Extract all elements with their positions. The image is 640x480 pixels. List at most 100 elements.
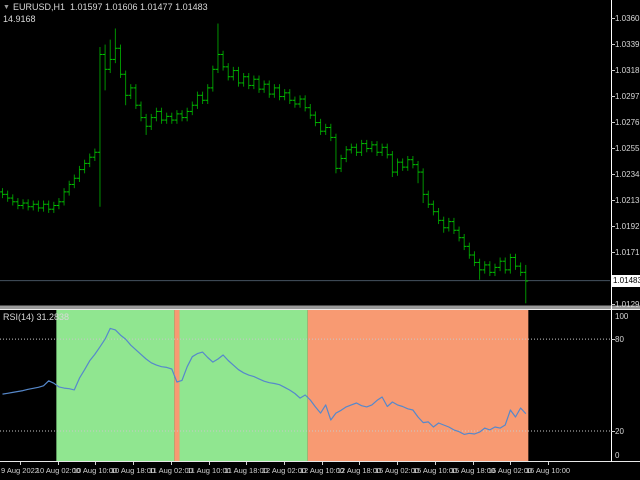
price-bar xyxy=(164,112,170,124)
price-bar xyxy=(487,261,493,277)
price-bar xyxy=(138,101,144,122)
price-axis-label: 1.02135 xyxy=(615,196,640,205)
price-bar xyxy=(477,258,482,280)
price-bar xyxy=(338,154,344,173)
price-bar xyxy=(51,201,57,213)
price-bar xyxy=(333,133,339,174)
price-bar xyxy=(236,66,241,87)
price-axis-tick xyxy=(611,148,615,149)
time-axis-tick xyxy=(58,462,59,465)
time-axis-tick xyxy=(284,462,285,465)
price-axis-label: 1.01715 xyxy=(615,248,640,257)
price-bar xyxy=(343,146,349,163)
price-bar xyxy=(210,65,216,92)
price-bar xyxy=(425,190,431,208)
rsi-axis-label: 20 xyxy=(615,427,624,436)
price-bar xyxy=(36,200,41,212)
price-axis-tick xyxy=(611,252,615,253)
price-bar xyxy=(502,257,508,274)
price-bar xyxy=(292,96,298,108)
time-axis-tick xyxy=(209,462,210,465)
price-bar xyxy=(15,198,21,210)
time-axis-label: 11 Aug 18:00 xyxy=(224,466,268,475)
price-bar xyxy=(159,107,164,124)
rsi-axis-tick xyxy=(611,431,615,432)
price-bar xyxy=(195,91,200,109)
price-bar xyxy=(492,263,498,277)
price-bar xyxy=(5,190,11,202)
price-bar xyxy=(215,23,221,74)
price-bar xyxy=(415,160,421,184)
price-bar xyxy=(143,113,149,135)
price-axis-tick xyxy=(611,44,615,45)
rsi-axis-label: 80 xyxy=(615,335,624,344)
price-bar xyxy=(66,180,72,196)
price-bar xyxy=(379,143,385,156)
rsi-signal-zone-green xyxy=(179,310,308,461)
price-bar xyxy=(25,199,31,211)
price-axis-tick xyxy=(611,226,615,227)
price-bar xyxy=(395,158,400,176)
price-bar xyxy=(266,80,272,98)
time-axis-label: 15 Aug 18:00 xyxy=(450,466,496,475)
rsi-axis-tick xyxy=(611,339,615,340)
price-bar xyxy=(271,84,277,98)
price-bar xyxy=(220,50,226,71)
price-axis-label: 1.03605 xyxy=(615,14,640,23)
price-bar xyxy=(405,155,411,171)
price-bar xyxy=(77,165,82,182)
rsi-line xyxy=(2,327,527,436)
price-bar xyxy=(112,28,118,64)
time-axis-label: 10 Aug 10:00 xyxy=(72,466,118,475)
chart-ohlc-header: ▼ EURUSD,H1 1.01597 1.01606 1.01477 1.014… xyxy=(3,2,208,12)
price-bar xyxy=(436,207,441,225)
time-axis-label: 10 Aug 18:00 xyxy=(110,466,156,475)
price-axis-tick xyxy=(611,122,615,123)
price-bar xyxy=(61,188,67,206)
main-price-chart-pane[interactable] xyxy=(0,0,611,305)
price-bar xyxy=(30,200,36,211)
price-bar xyxy=(364,139,370,153)
price-bar xyxy=(348,143,354,154)
price-axis-label: 1.01295 xyxy=(615,300,640,309)
time-axis-label: 16 Aug 10:00 xyxy=(525,466,571,475)
price-bar xyxy=(518,262,524,277)
time-axis-label: 15 Aug 10:00 xyxy=(412,466,458,475)
time-axis-label: 11 Aug 02:00 xyxy=(149,466,193,475)
price-bar xyxy=(107,39,113,74)
price-axis-label: 1.02345 xyxy=(615,170,640,179)
time-axis-tick xyxy=(473,462,474,465)
price-bar xyxy=(282,89,288,101)
price-bar xyxy=(148,113,154,130)
time-axis-label: 10 Aug 02:00 xyxy=(35,466,81,475)
price-bar xyxy=(323,123,329,135)
ohlc-values: 1.01597 1.01606 1.01477 1.01483 xyxy=(69,2,208,12)
time-axis-separator xyxy=(0,461,640,462)
price-bar xyxy=(241,73,247,87)
price-bar xyxy=(302,95,308,112)
price-axis-label: 1.02555 xyxy=(615,144,640,153)
pane-divider-handle[interactable] xyxy=(0,305,640,310)
rsi-indicator-label: RSI(14) 31.2838 xyxy=(3,312,69,322)
price-bar xyxy=(261,80,267,93)
price-axis-tick xyxy=(611,18,615,19)
price-bar xyxy=(133,84,139,109)
rsi-indicator-pane[interactable] xyxy=(0,310,611,461)
rsi-axis-label: 100 xyxy=(615,312,629,321)
price-bar xyxy=(184,107,190,122)
price-bar xyxy=(318,118,323,135)
price-bar xyxy=(431,200,436,216)
current-price-tag: 1.01483 xyxy=(612,275,640,287)
price-bar xyxy=(466,242,472,259)
price-bar xyxy=(189,101,195,116)
time-axis-tick xyxy=(95,462,96,465)
time-axis-tick xyxy=(246,462,247,465)
symbol-period-label: EURUSD,H1 xyxy=(12,2,65,12)
price-bar xyxy=(297,95,303,108)
time-axis-tick xyxy=(359,462,360,465)
price-bar xyxy=(461,233,467,251)
time-axis-tick xyxy=(397,462,398,465)
price-bar xyxy=(523,264,529,304)
time-axis-label: 15 Aug 02:00 xyxy=(374,466,420,475)
